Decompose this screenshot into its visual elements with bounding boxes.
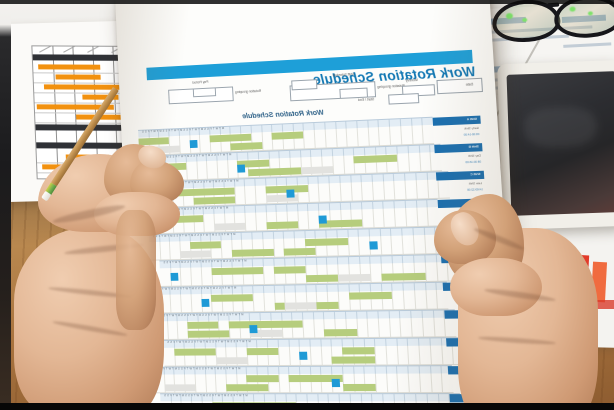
scheduled-shift-cell[interactable] [246,347,279,355]
rotation-change-cell[interactable] [249,325,258,334]
label-pay-period: Pay Period [192,79,209,85]
block-subtitle: Early Shift [464,125,480,131]
label-rotation-grouping-1: Rotation grouping [235,88,262,95]
label-monthly: Monthly [405,77,418,83]
block-tag-label: Shift C [470,171,481,176]
block-tag-label: Shift B [468,143,480,149]
rotation-change-cell[interactable] [189,139,198,149]
right-hand [432,188,614,410]
top-letterbox [0,0,614,4]
scheduled-shift-cell[interactable] [271,131,304,140]
rotation-change-cell[interactable] [299,351,308,360]
scheduled-shift-cell[interactable] [209,133,252,142]
left-hand [8,142,228,410]
eyeglasses [490,0,614,45]
rotation-change-cell[interactable] [286,189,295,198]
label-rotation-grouping-2: Rotation grouping [377,83,405,90]
field-shift-schedule-a[interactable] [291,79,318,91]
scheduled-shift-cell[interactable] [273,265,306,274]
field-start-end[interactable] [388,93,420,105]
scheduled-shift-cell[interactable] [138,136,170,145]
rotation-change-cell[interactable] [331,378,341,388]
field-pay-period-value[interactable] [192,87,217,98]
field-date[interactable] [436,77,483,95]
scheduled-shift-cell[interactable] [288,374,322,382]
scheduled-shift-cell[interactable] [304,237,337,246]
glasses-lens-right [552,0,614,40]
block-subtitle: Day Shift [467,153,481,158]
scheduled-shift-cell[interactable] [348,291,393,300]
label-start-end: Start / End [357,97,375,103]
page-subtitle: Work Rotation Schedule [242,107,324,121]
label-date: Date [465,82,474,87]
scheduled-shift-cell[interactable] [324,328,357,336]
left-edge-strip [0,0,11,410]
scheduled-shift-cell[interactable] [353,154,398,163]
scheduled-shift-cell[interactable] [226,383,269,391]
off-duty-cell[interactable] [284,301,318,310]
scheduled-shift-cell[interactable] [246,374,279,382]
off-duty-cell[interactable] [337,273,371,282]
scheduled-shift-cell[interactable] [342,383,376,391]
block-note: 06:00-14:00 [463,131,480,137]
rotation-change-cell[interactable] [318,215,328,224]
scheduled-shift-cell[interactable] [305,274,339,282]
rotation-change-cell[interactable] [237,164,246,173]
rotation-change-cell[interactable] [369,241,378,250]
scheduled-shift-cell[interactable] [259,320,303,328]
bottom-letterbox [0,403,614,410]
block-subtitle: Late Shift [469,181,483,186]
block-note: 08:00-16:00 [465,159,482,165]
scheduled-shift-cell[interactable] [331,355,376,364]
block-tag-label: Shift A [467,116,478,121]
screen-glare [523,105,598,149]
scheduled-shift-cell[interactable] [342,346,376,355]
